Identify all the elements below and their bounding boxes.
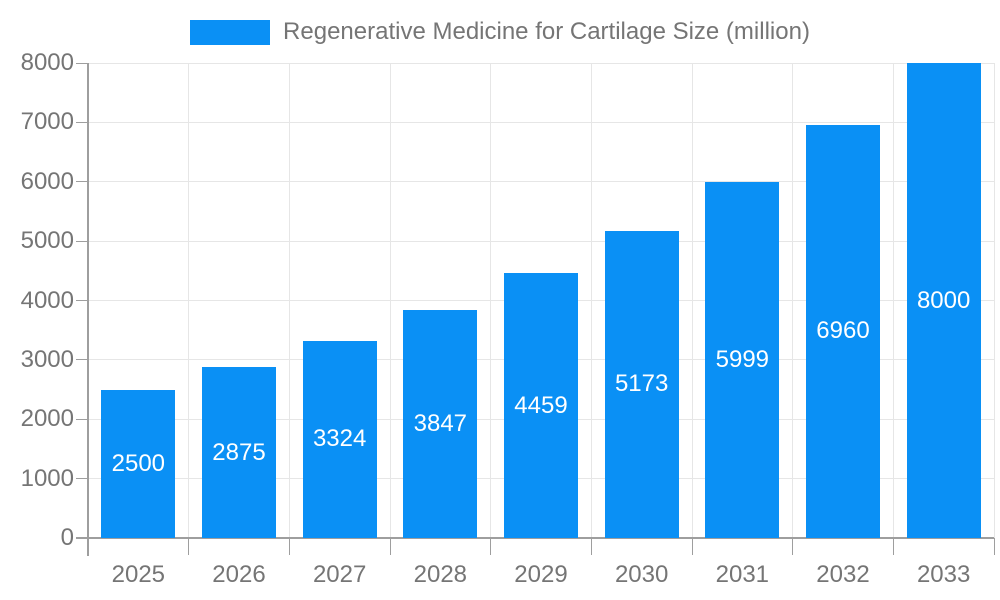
bar-2030: 5173 bbox=[604, 230, 679, 538]
x-axis-tick bbox=[389, 538, 391, 555]
bar-value-label: 3847 bbox=[413, 409, 468, 437]
bar-2027: 3324 bbox=[302, 340, 377, 538]
x-axis-tick bbox=[490, 538, 492, 555]
bar-value-label: 4459 bbox=[514, 391, 568, 419]
x-axis-tick-label: 2032 bbox=[816, 561, 870, 588]
y-axis-tick bbox=[76, 240, 88, 242]
x-axis-tick bbox=[792, 538, 794, 555]
gridline-vertical bbox=[993, 63, 995, 538]
x-axis-tick bbox=[188, 538, 190, 555]
y-axis-tick bbox=[76, 300, 88, 301]
gridline-vertical bbox=[792, 63, 794, 538]
bar-2025: 2500 bbox=[101, 389, 176, 538]
gridline-vertical bbox=[490, 63, 492, 538]
bar-2026: 2875 bbox=[202, 367, 276, 538]
y-axis-tick-label: 5000 bbox=[20, 227, 74, 255]
x-axis-tick-label: 2033 bbox=[916, 561, 971, 588]
bar-value-label: 2500 bbox=[111, 449, 166, 477]
gridline-vertical bbox=[892, 63, 894, 538]
gridline-vertical bbox=[389, 63, 391, 538]
x-axis-tick bbox=[993, 538, 995, 555]
y-axis-tick bbox=[76, 537, 88, 539]
x-axis-tick-label: 2028 bbox=[413, 561, 468, 588]
bar-2032: 6960 bbox=[806, 124, 880, 538]
y-axis-tick-label: 6000 bbox=[20, 167, 74, 195]
gridline-horizontal bbox=[88, 240, 994, 242]
y-axis-tick-label: 2000 bbox=[20, 405, 74, 433]
y-axis-tick-label: 4000 bbox=[20, 286, 74, 314]
y-axis-tick bbox=[76, 478, 88, 480]
x-axis-tick bbox=[87, 538, 89, 555]
gridline-vertical bbox=[691, 63, 693, 538]
bar-value-label: 3324 bbox=[312, 425, 367, 453]
x-axis-tick bbox=[590, 538, 592, 555]
x-axis-line bbox=[76, 537, 994, 539]
bar-2028: 3847 bbox=[403, 309, 478, 538]
y-axis-tick bbox=[76, 121, 88, 123]
x-axis-tick-label: 2029 bbox=[514, 561, 568, 588]
y-axis-tick bbox=[76, 359, 88, 361]
y-axis-line bbox=[86, 63, 89, 556]
bar-value-label: 5999 bbox=[715, 345, 770, 373]
legend-swatch bbox=[190, 19, 271, 45]
x-axis-tick bbox=[691, 538, 693, 555]
gridline-horizontal bbox=[88, 181, 994, 183]
gridline-vertical bbox=[188, 63, 190, 538]
x-axis-tick-label: 2031 bbox=[715, 561, 770, 588]
bar-2031: 5999 bbox=[705, 181, 780, 538]
x-axis-tick-label: 2030 bbox=[614, 561, 669, 588]
legend-label: Regenerative Medicine for Cartilage Size… bbox=[283, 18, 810, 45]
y-axis-tick-label: 1000 bbox=[20, 464, 74, 492]
y-axis-tick-label: 3000 bbox=[20, 345, 74, 373]
bar-2029: 4459 bbox=[504, 273, 578, 538]
y-axis-tick bbox=[76, 62, 88, 64]
x-axis-tick-label: 2026 bbox=[212, 561, 266, 588]
x-axis-tick-label: 2025 bbox=[111, 561, 166, 588]
bar-value-label: 2875 bbox=[212, 438, 266, 466]
bar-value-label: 8000 bbox=[916, 286, 971, 314]
gridline-horizontal bbox=[88, 121, 994, 123]
x-axis-tick bbox=[892, 538, 894, 555]
gridline-vertical bbox=[590, 63, 592, 538]
bar-value-label: 6960 bbox=[816, 317, 870, 345]
x-axis-tick-label: 2027 bbox=[312, 561, 367, 588]
legend-item[interactable]: Regenerative Medicine for Cartilage Size… bbox=[0, 16, 1000, 48]
gridline-horizontal bbox=[88, 62, 994, 64]
bar-2033: 8000 bbox=[906, 63, 981, 538]
y-axis-tick-label: 0 bbox=[60, 524, 74, 551]
bar-value-label: 5173 bbox=[614, 370, 669, 398]
y-axis-tick bbox=[76, 181, 88, 183]
gridline-vertical bbox=[288, 63, 290, 538]
y-axis-tick bbox=[76, 418, 88, 420]
x-axis-tick bbox=[288, 538, 290, 555]
y-axis-tick-label: 7000 bbox=[20, 108, 74, 136]
y-axis-tick-label: 8000 bbox=[20, 49, 74, 76]
